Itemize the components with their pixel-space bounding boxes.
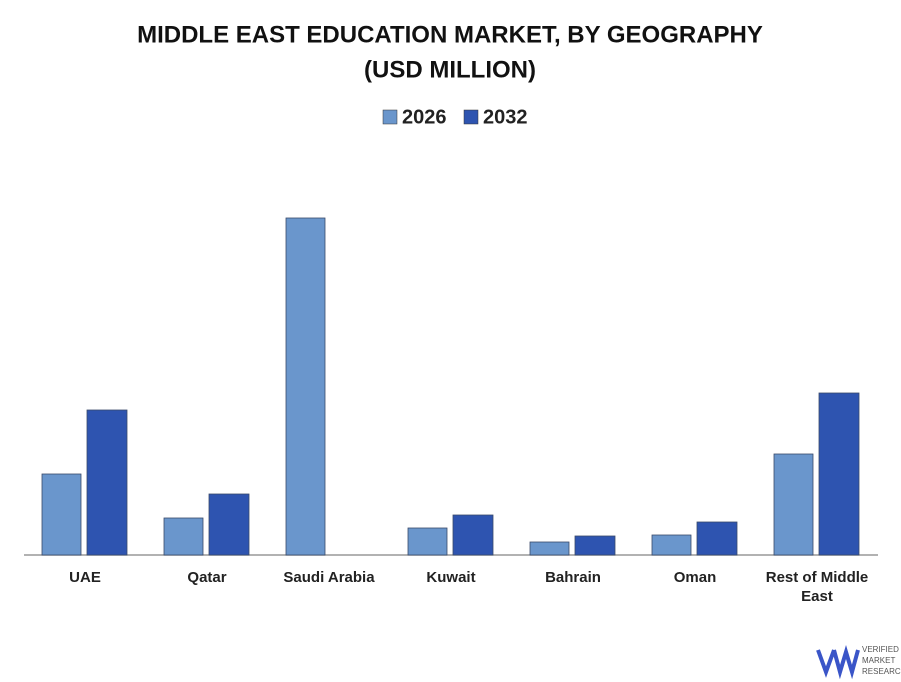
bar [773,453,814,556]
x-tick-label: Kuwait [426,569,476,586]
legend-swatch [463,109,479,125]
bar [452,514,494,556]
legend-swatch [382,109,398,125]
chart-title: MIDDLE EAST EDUCATION MARKET, BY GEOGRAP… [137,21,763,48]
x-tick-label: Oman [673,569,717,586]
bar [208,493,250,556]
bar [818,392,860,556]
x-tick-label: UAE [69,569,101,586]
logo-text: MARKET [862,656,895,665]
x-tick-label: Qatar [187,569,227,586]
bar [163,517,204,556]
chart-subtitle: (USD MILLION) [364,56,536,83]
logo-mark [816,645,860,680]
x-tick-label: Bahrain [545,569,601,586]
legend-label: 2032 [483,106,528,128]
bar [574,535,616,556]
bar [407,527,448,556]
bar [651,534,692,556]
logo: VERIFIED MARKET RESEARCH [816,645,901,680]
legend-label: 2026 [402,106,447,128]
bar [41,473,82,556]
bar [86,409,128,556]
logo-text: VERIFIED [862,645,899,654]
x-tick-label: Rest of Middle East [765,569,869,605]
bar [529,541,570,556]
bar [285,217,326,556]
bar [696,521,738,556]
logo-text: RESEARCH [862,667,901,676]
x-tick-label: Saudi Arabia [283,569,375,586]
